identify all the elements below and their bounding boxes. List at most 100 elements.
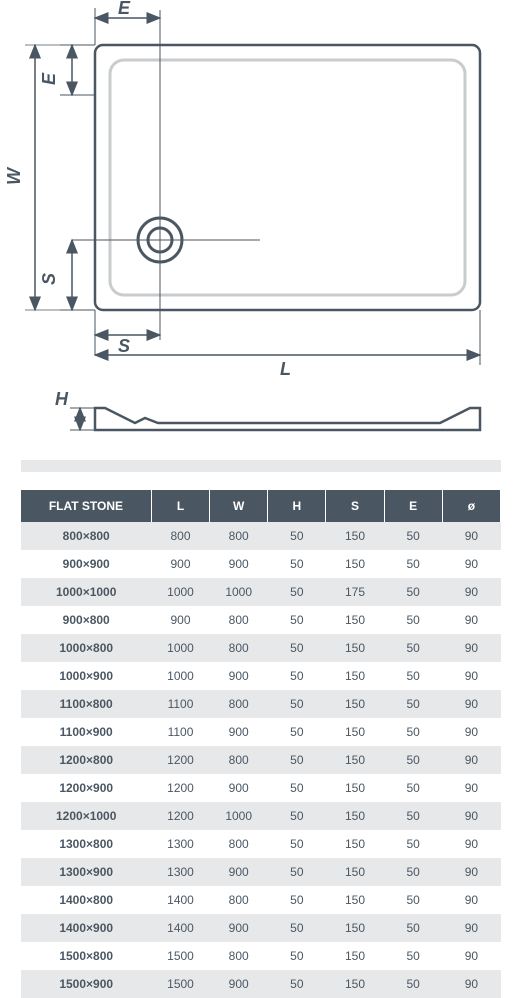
model-name: 1200×800: [21, 746, 151, 774]
model-name: 1400×800: [21, 886, 151, 914]
model-name: 1500×800: [21, 942, 151, 970]
label-w: W: [4, 166, 24, 185]
cell-value: 50: [384, 774, 442, 802]
cell-value: 90: [442, 634, 500, 662]
cell-value: 150: [326, 802, 384, 830]
cell-value: 90: [442, 830, 500, 858]
cell-value: 150: [326, 886, 384, 914]
cell-value: 900: [210, 718, 268, 746]
cell-value: 1000: [151, 578, 209, 606]
cell-value: 800: [151, 522, 209, 550]
cell-value: 150: [326, 606, 384, 634]
model-name: 1500×900: [21, 970, 151, 998]
cell-value: 90: [442, 914, 500, 942]
divider: [21, 460, 501, 472]
cell-value: 50: [268, 578, 326, 606]
cell-value: 1500: [151, 970, 209, 998]
cell-value: 50: [268, 914, 326, 942]
cell-value: 1000: [210, 578, 268, 606]
cell-value: 50: [384, 942, 442, 970]
cell-value: 90: [442, 802, 500, 830]
label-e-top: E: [118, 0, 131, 18]
cell-value: 50: [268, 858, 326, 886]
cell-value: 150: [326, 830, 384, 858]
table-row: 1200×100012001000501505090: [21, 802, 501, 830]
table-row: 1100×9001100900501505090: [21, 718, 501, 746]
cell-value: 50: [268, 886, 326, 914]
cell-value: 800: [210, 690, 268, 718]
cell-value: 1000: [151, 662, 209, 690]
cell-value: 800: [210, 746, 268, 774]
table-row: 1000×100010001000501755090: [21, 578, 501, 606]
cell-value: 50: [384, 578, 442, 606]
cell-value: 150: [326, 634, 384, 662]
cell-value: 1400: [151, 914, 209, 942]
cell-value: 900: [210, 914, 268, 942]
cell-value: 90: [442, 606, 500, 634]
table-row: 1000×8001000800501505090: [21, 634, 501, 662]
cell-value: 90: [442, 886, 500, 914]
model-name: 1300×800: [21, 830, 151, 858]
cell-value: 50: [268, 522, 326, 550]
model-name: 1200×900: [21, 774, 151, 802]
cell-value: 150: [326, 858, 384, 886]
cell-value: 1300: [151, 858, 209, 886]
model-name: 900×800: [21, 606, 151, 634]
cell-value: 50: [268, 830, 326, 858]
cell-value: 1500: [151, 942, 209, 970]
cell-value: 50: [384, 970, 442, 998]
cell-value: 50: [384, 662, 442, 690]
cell-value: 150: [326, 550, 384, 578]
cell-value: 90: [442, 690, 500, 718]
model-name: 1100×800: [21, 690, 151, 718]
cell-value: 50: [384, 550, 442, 578]
col-S: S: [326, 490, 384, 522]
cell-value: 1300: [151, 830, 209, 858]
cell-value: 50: [384, 802, 442, 830]
table-row: 1400×8001400800501505090: [21, 886, 501, 914]
cell-value: 900: [151, 550, 209, 578]
technical-diagram: E E W S S L H: [0, 0, 522, 460]
model-name: 1400×900: [21, 914, 151, 942]
label-h: H: [55, 389, 69, 409]
table-row: 1400×9001400900501505090: [21, 914, 501, 942]
table-row: 900×900900900501505090: [21, 550, 501, 578]
label-e-side: E: [39, 72, 59, 85]
cell-value: 50: [268, 774, 326, 802]
table-row: 1300×9001300900501505090: [21, 858, 501, 886]
label-l: L: [280, 359, 291, 379]
cell-value: 50: [384, 606, 442, 634]
cell-value: 90: [442, 578, 500, 606]
cell-value: 1400: [151, 886, 209, 914]
cell-value: 50: [384, 690, 442, 718]
cell-value: 1100: [151, 718, 209, 746]
cell-value: 50: [384, 886, 442, 914]
cell-value: 90: [442, 550, 500, 578]
cell-value: 150: [326, 522, 384, 550]
col-E: E: [384, 490, 442, 522]
cell-value: 50: [268, 662, 326, 690]
cell-value: 50: [268, 802, 326, 830]
cell-value: 150: [326, 774, 384, 802]
cell-value: 1200: [151, 746, 209, 774]
model-name: 1100×900: [21, 718, 151, 746]
cell-value: 150: [326, 914, 384, 942]
cell-value: 150: [326, 746, 384, 774]
cell-value: 800: [210, 830, 268, 858]
cell-value: 90: [442, 662, 500, 690]
cell-value: 900: [210, 970, 268, 998]
table-row: 1000×9001000900501505090: [21, 662, 501, 690]
cell-value: 150: [326, 942, 384, 970]
label-s-bottom: S: [118, 336, 130, 356]
model-name: 1200×1000: [21, 802, 151, 830]
col-model: FLAT STONE: [21, 490, 151, 522]
model-name: 900×900: [21, 550, 151, 578]
cell-value: 50: [268, 690, 326, 718]
dimensions-table: FLAT STONELWHSEø 800×8008008005015050909…: [21, 490, 501, 998]
cell-value: 50: [384, 718, 442, 746]
cell-value: 50: [268, 942, 326, 970]
table-row: 1500×9001500900501505090: [21, 970, 501, 998]
table-row: 900×800900800501505090: [21, 606, 501, 634]
cell-value: 50: [268, 550, 326, 578]
cell-value: 50: [268, 746, 326, 774]
